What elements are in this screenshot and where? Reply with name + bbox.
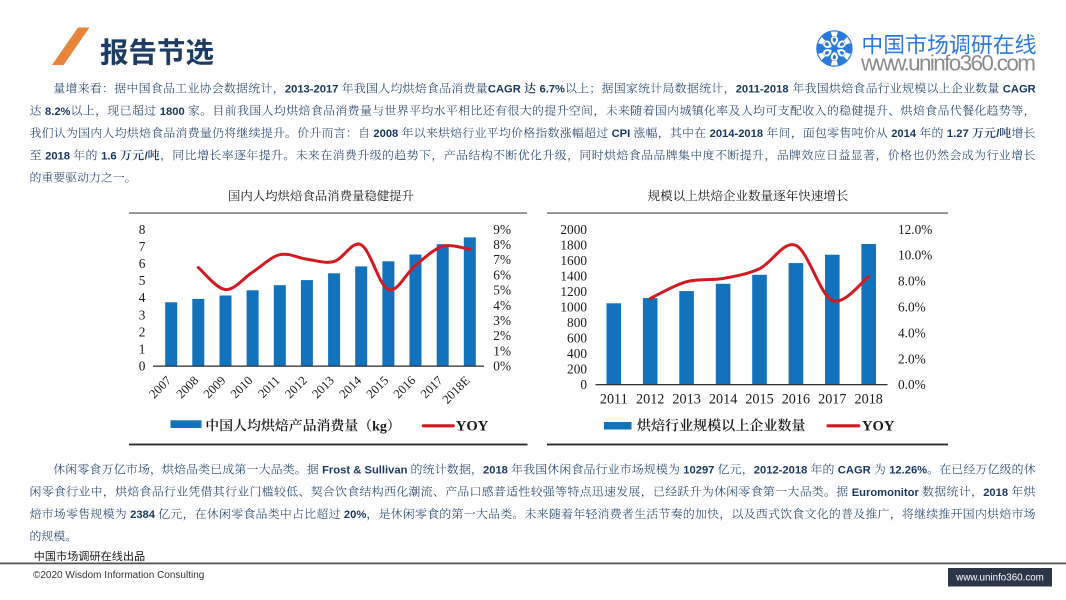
svg-text:2014: 2014 xyxy=(337,373,365,401)
svg-text:3%: 3% xyxy=(493,313,511,328)
svg-text:1600: 1600 xyxy=(560,253,587,268)
svg-text:www.uninfo360.com: www.uninfo360.com xyxy=(860,51,1036,76)
svg-text:2015: 2015 xyxy=(745,391,773,407)
svg-text:6.0%: 6.0% xyxy=(898,300,926,315)
svg-text:6%: 6% xyxy=(493,267,511,282)
svg-text:1800: 1800 xyxy=(160,106,185,118)
svg-text:CPI: CPI xyxy=(612,128,631,140)
svg-text:/: / xyxy=(996,128,999,140)
svg-text:200: 200 xyxy=(567,362,587,377)
svg-text:2000: 2000 xyxy=(560,222,587,237)
svg-text:1200: 1200 xyxy=(560,284,587,299)
svg-text:2013: 2013 xyxy=(309,373,337,401)
svg-text:12.0%: 12.0% xyxy=(898,222,932,237)
svg-text:5: 5 xyxy=(139,273,146,288)
svg-text:CAGR: CAGR xyxy=(488,84,521,96)
svg-text:kg: kg xyxy=(372,419,387,434)
svg-text:9%: 9% xyxy=(493,222,511,237)
svg-text:0: 0 xyxy=(580,377,587,392)
svg-text:2%: 2% xyxy=(493,328,511,343)
svg-text:2016: 2016 xyxy=(782,391,810,407)
svg-text:2008: 2008 xyxy=(174,373,202,401)
svg-text:3: 3 xyxy=(139,307,146,322)
svg-text:0%: 0% xyxy=(493,359,511,374)
svg-text:1.6: 1.6 xyxy=(101,150,117,162)
svg-text:5%: 5% xyxy=(493,283,511,298)
svg-text:©2020 Wisdom Information Consu: ©2020 Wisdom Information Consulting xyxy=(33,570,204,581)
svg-text:2008: 2008 xyxy=(373,128,398,140)
svg-text:/: / xyxy=(145,150,148,162)
svg-text:1.27: 1.27 xyxy=(947,128,969,140)
svg-text:10.0%: 10.0% xyxy=(898,248,932,263)
svg-text:12.26%: 12.26% xyxy=(889,465,927,477)
svg-text:400: 400 xyxy=(567,346,587,361)
svg-text:800: 800 xyxy=(567,315,587,330)
svg-text:1%: 1% xyxy=(493,343,511,358)
svg-text:8: 8 xyxy=(139,222,146,237)
svg-text:6: 6 xyxy=(139,256,146,271)
svg-text:8%: 8% xyxy=(493,237,511,252)
svg-text:7%: 7% xyxy=(493,252,511,267)
svg-text:2013-2017: 2013-2017 xyxy=(285,84,339,96)
svg-text:2014: 2014 xyxy=(709,391,737,407)
svg-text:600: 600 xyxy=(567,331,587,346)
svg-text:&: & xyxy=(353,465,361,477)
svg-text:2007: 2007 xyxy=(146,373,174,401)
svg-text:20%: 20% xyxy=(344,509,366,521)
svg-text:4.0%: 4.0% xyxy=(898,325,926,340)
svg-text:2.0%: 2.0% xyxy=(898,351,926,366)
svg-text:www.uninfo360.com: www.uninfo360.com xyxy=(955,573,1044,584)
svg-text:2018: 2018 xyxy=(483,465,508,477)
svg-text:2009: 2009 xyxy=(201,373,229,401)
svg-text:2011-2018: 2011-2018 xyxy=(736,84,789,96)
svg-text:YOY: YOY xyxy=(862,419,895,435)
svg-text:2017: 2017 xyxy=(818,391,846,407)
svg-text:2384: 2384 xyxy=(130,509,156,521)
svg-text:YOY: YOY xyxy=(456,419,489,435)
svg-text:2011: 2011 xyxy=(255,373,282,400)
svg-text:1: 1 xyxy=(139,341,146,356)
svg-text:6.7%: 6.7% xyxy=(540,84,566,96)
svg-text:4: 4 xyxy=(139,290,146,305)
svg-text:CAGR: CAGR xyxy=(1003,84,1036,96)
svg-text:10297: 10297 xyxy=(683,465,714,477)
svg-text:4%: 4% xyxy=(493,298,511,313)
svg-text:7: 7 xyxy=(139,239,146,254)
svg-text:2012: 2012 xyxy=(636,391,664,407)
svg-text:2018: 2018 xyxy=(855,391,883,407)
svg-text:8.2%: 8.2% xyxy=(45,106,71,118)
svg-text:2011: 2011 xyxy=(600,391,628,407)
svg-text:0.0%: 0.0% xyxy=(898,377,926,392)
svg-text:1000: 1000 xyxy=(560,300,587,315)
svg-text:2018: 2018 xyxy=(45,150,70,162)
svg-text:2010: 2010 xyxy=(228,373,256,401)
svg-text:1800: 1800 xyxy=(560,237,587,252)
svg-text:2014: 2014 xyxy=(891,128,917,140)
svg-text:2014-2018: 2014-2018 xyxy=(710,128,764,140)
svg-text:8.0%: 8.0% xyxy=(898,274,926,289)
svg-text:2012-2018: 2012-2018 xyxy=(754,465,808,477)
svg-text:CAGR: CAGR xyxy=(838,465,871,477)
svg-text:2: 2 xyxy=(139,324,146,339)
svg-text:2012: 2012 xyxy=(282,373,310,401)
svg-text:2013: 2013 xyxy=(672,391,700,407)
svg-text:Sullivan: Sullivan xyxy=(365,465,408,477)
svg-text:0: 0 xyxy=(139,359,146,374)
svg-text:Frost: Frost xyxy=(322,465,350,477)
svg-text:2018E: 2018E xyxy=(440,373,473,406)
svg-text:2015: 2015 xyxy=(364,373,392,401)
svg-text:2018: 2018 xyxy=(983,487,1008,499)
svg-text:2016: 2016 xyxy=(391,373,419,401)
svg-text:Euromonitor: Euromonitor xyxy=(852,487,920,499)
svg-text:1400: 1400 xyxy=(560,268,587,283)
